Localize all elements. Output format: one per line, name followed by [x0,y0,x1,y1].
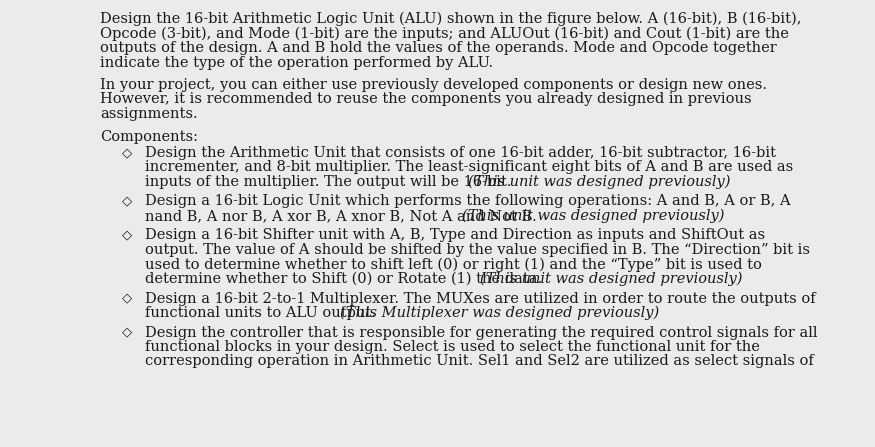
Text: functional units to ALU output.: functional units to ALU output. [145,306,381,320]
Text: (This Multiplexer was designed previously): (This Multiplexer was designed previousl… [340,306,660,320]
Text: However, it is recommended to reuse the components you already designed in previ: However, it is recommended to reuse the … [100,93,752,106]
Text: ◇: ◇ [122,146,132,159]
Text: inputs of the multiplier. The output will be 16-bit.: inputs of the multiplier. The output wil… [145,175,516,189]
Text: Design the Arithmetic Unit that consists of one 16-bit adder, 16-bit subtractor,: Design the Arithmetic Unit that consists… [145,146,776,160]
Text: ◇: ◇ [122,325,132,338]
Text: incrementer, and 8-bit multiplier. The least-significant eight bits of A and B a: incrementer, and 8-bit multiplier. The l… [145,160,794,174]
Text: Design the controller that is responsible for generating the required control si: Design the controller that is responsibl… [145,325,817,340]
Text: determine whether to Shift (0) or Rotate (1) the data.: determine whether to Shift (0) or Rotate… [145,272,547,286]
Text: Design a 16-bit Shifter unit with A, B, Type and Direction as inputs and ShiftOu: Design a 16-bit Shifter unit with A, B, … [145,228,765,243]
Text: ◇: ◇ [122,228,132,241]
Text: Opcode (3-bit), and Mode (1-bit) are the inputs; and ALUOut (16-bit) and Cout (1: Opcode (3-bit), and Mode (1-bit) are the… [100,26,789,41]
Text: (This unit was designed previously): (This unit was designed previously) [468,175,731,190]
Text: ◇: ◇ [122,291,132,304]
Text: Design a 16-bit 2-to-1 Multiplexer. The MUXes are utilized in order to route the: Design a 16-bit 2-to-1 Multiplexer. The … [145,291,816,305]
Text: functional blocks in your design. Select is used to select the functional unit f: functional blocks in your design. Select… [145,340,760,354]
Text: (This unit was designed previously): (This unit was designed previously) [462,209,724,224]
Text: indicate the type of the operation performed by ALU.: indicate the type of the operation perfo… [100,55,493,69]
Text: Design the 16-bit Arithmetic Logic Unit (ALU) shown in the figure below. A (16-b: Design the 16-bit Arithmetic Logic Unit … [100,12,802,26]
Text: used to determine whether to shift left (0) or right (1) and the “Type” bit is u: used to determine whether to shift left … [145,257,762,272]
Text: output. The value of A should be shifted by the value specified in B. The “Direc: output. The value of A should be shifted… [145,243,810,257]
Text: In your project, you can either use previously developed components or design ne: In your project, you can either use prev… [100,78,767,92]
Text: (This unit was designed previously): (This unit was designed previously) [480,272,743,287]
Text: Components:: Components: [100,130,198,143]
Text: nand B, A nor B, A xor B, A xnor B, Not A and Not B.: nand B, A nor B, A xor B, A xnor B, Not … [145,209,536,223]
Text: outputs of the design. A and B hold the values of the operands. Mode and Opcode : outputs of the design. A and B hold the … [100,41,777,55]
Text: assignments.: assignments. [100,107,198,121]
Text: corresponding operation in Arithmetic Unit. Sel1 and Sel2 are utilized as select: corresponding operation in Arithmetic Un… [145,354,814,368]
Text: ◇: ◇ [122,194,132,207]
Text: Design a 16-bit Logic Unit which performs the following operations: A and B, A o: Design a 16-bit Logic Unit which perform… [145,194,791,208]
